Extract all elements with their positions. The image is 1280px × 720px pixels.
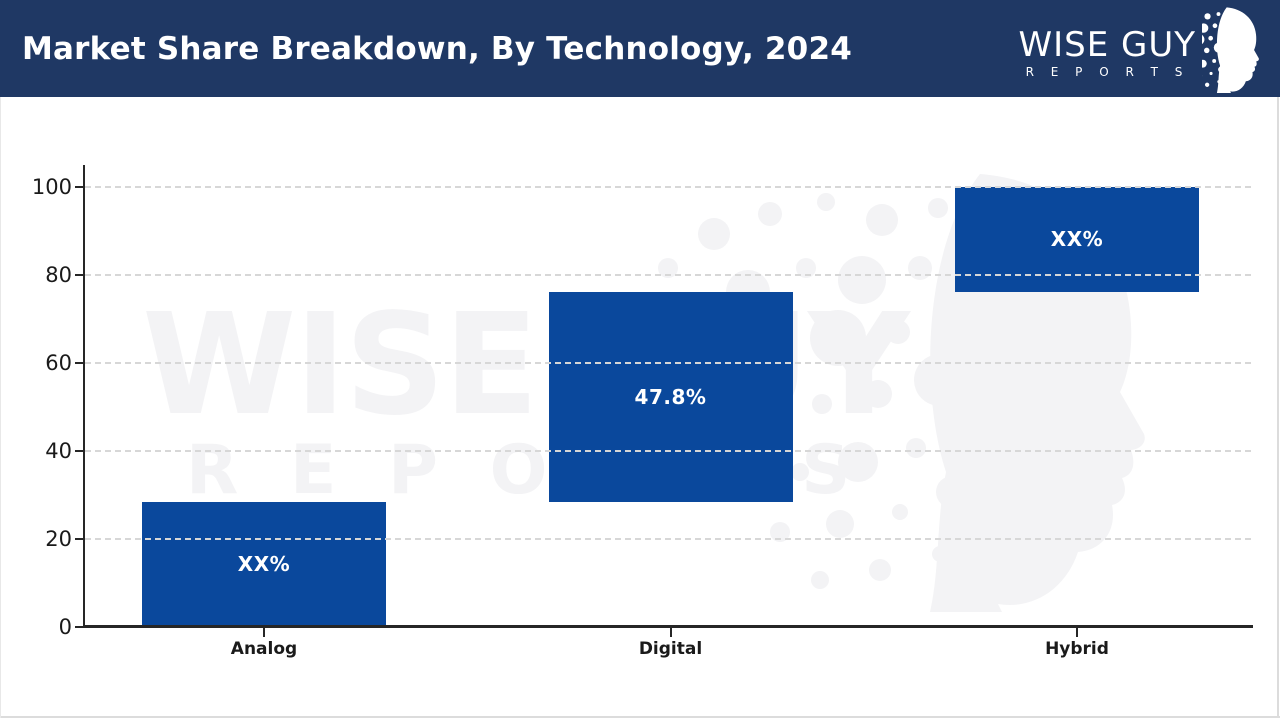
y-axis-line: [83, 165, 85, 626]
x-tick-label: Hybrid: [1045, 639, 1109, 659]
gridline: [85, 537, 1252, 540]
page-border-left: [0, 97, 1, 718]
bar-value-label: XX%: [1050, 227, 1104, 252]
logo-name: WISE GUY: [1018, 25, 1196, 65]
plot-area: WISE GUY R E P O R T S XX% 47.8% XX% 0 20 40…: [0, 97, 1280, 720]
bar-value-label: XX%: [237, 552, 291, 577]
logo-tagline: R E P O R T S: [1025, 65, 1189, 79]
y-tick-label: 80: [45, 262, 72, 287]
page-border-bottom: [0, 716, 1280, 718]
bar-hybrid: XX%: [955, 187, 1199, 292]
gridline: [85, 449, 1252, 452]
x-tick-mark: [669, 628, 672, 637]
page-title: Market Share Breakdown, By Technology, 2…: [22, 30, 852, 67]
x-axis-line: [83, 625, 1253, 628]
wise-guy-logo: WISE GUY R E P O R T S: [1018, 6, 1268, 94]
y-tick-mark: [75, 361, 83, 364]
x-tick-label: Digital: [638, 639, 703, 659]
x-tick-label: Analog: [230, 639, 298, 659]
y-tick-mark: [75, 537, 83, 540]
y-tick-label: 40: [45, 438, 72, 463]
header: Market Share Breakdown, By Technology, 2…: [0, 0, 1280, 97]
bar-digital: 47.8%: [548, 291, 793, 502]
y-tick-mark: [75, 449, 83, 452]
y-tick-label: 0: [58, 614, 72, 639]
bar-analog: XX%: [142, 501, 386, 627]
x-tick-mark: [263, 628, 265, 637]
y-tick-mark: [75, 273, 83, 276]
y-tick-label: 60: [45, 350, 72, 375]
bar-value-label: 47.8%: [634, 384, 707, 409]
gridline: [85, 361, 1252, 364]
y-tick-mark: [75, 186, 83, 188]
logo-face-icon: [1202, 7, 1259, 93]
y-tick-label: 100: [31, 175, 72, 199]
y-tick-label: 20: [45, 526, 72, 551]
gridline: [85, 273, 1252, 276]
x-tick-mark: [1076, 628, 1078, 637]
gridline: [85, 186, 1252, 188]
y-tick-mark: [75, 625, 83, 628]
logo-text: WISE GUY R E P O R T S: [1018, 27, 1196, 79]
page-border-right: [1277, 97, 1279, 718]
